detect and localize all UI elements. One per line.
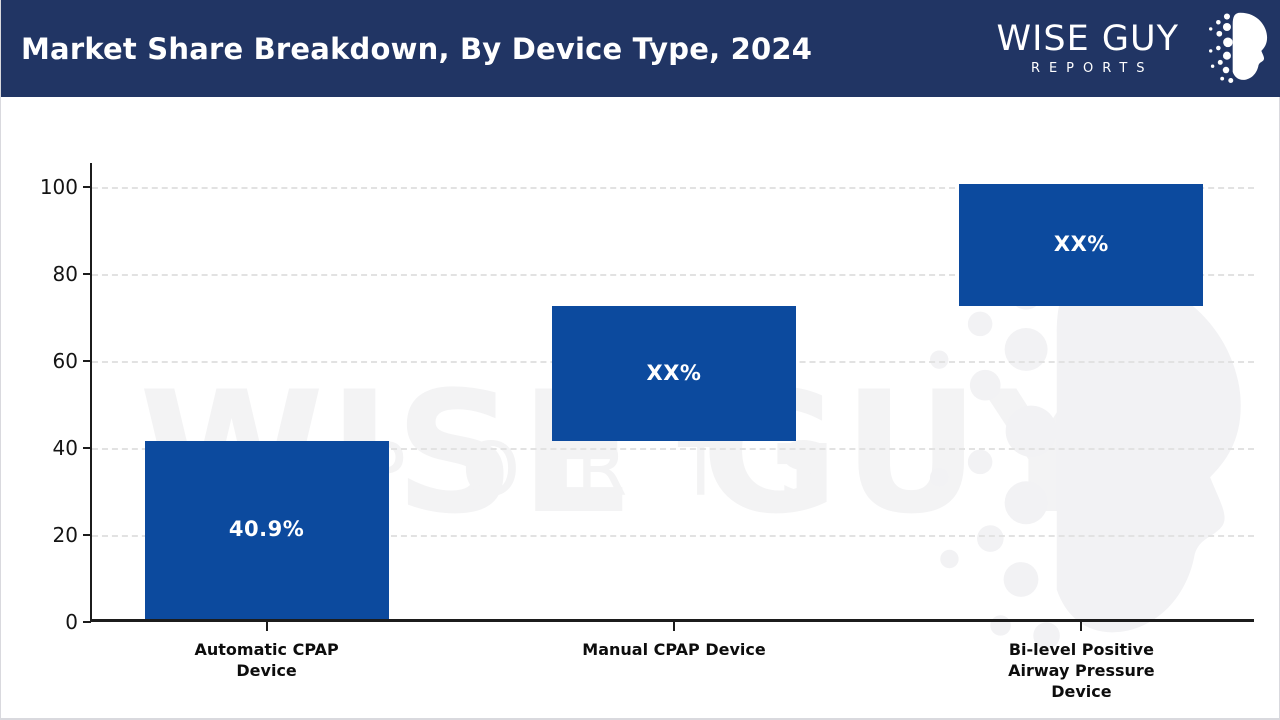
x-axis-category-label: Manual CPAP Device	[582, 640, 766, 659]
gridline-80	[92, 273, 1254, 276]
header: Market Share Breakdown, By Device Type, …	[1, 0, 1280, 97]
y-axis-tick-label: 80	[52, 261, 78, 286]
y-axis-tick-mark	[83, 621, 91, 623]
x-axis-category-label: Automatic CPAP Device	[194, 640, 339, 681]
gridline-40	[92, 447, 1254, 450]
bar-value-label: XX%	[1053, 231, 1109, 256]
bar-segment: XX%	[552, 305, 796, 442]
chart-region: WISE GUY REPORTS 0 20 40 60 80 100 40.9% Automa…	[1, 97, 1280, 717]
x-axis-tick-mark	[673, 622, 675, 631]
bar-value-label: XX%	[646, 360, 702, 385]
gridline-20	[92, 534, 1254, 537]
bar-segment: XX%	[959, 183, 1204, 306]
logo-wordmark: WISE GUY	[996, 18, 1179, 59]
y-axis-tick-mark	[83, 185, 91, 188]
wiseguy-logo: WISE GUY REPORTS	[996, 6, 1280, 92]
y-axis-tick-label: 20	[52, 522, 78, 547]
logo-subtitle: REPORTS	[1030, 60, 1154, 76]
y-axis-tick-label: 100	[39, 174, 78, 199]
logo-text: WISE GUY REPORTS	[996, 18, 1179, 76]
gridline-100	[92, 186, 1254, 189]
page-title: Market Share Breakdown, By Device Type, …	[21, 31, 813, 66]
x-axis-category-label: Bi-level Positive Airway Pressure Device	[1008, 640, 1155, 702]
y-axis-tick-label: 40	[52, 435, 78, 460]
plot-area: 0 20 40 60 80 100 40.9% Automatic CPAP Device XX…	[40, 163, 1254, 701]
y-axis-tick-mark	[83, 359, 91, 362]
y-axis-tick-label: 0	[65, 610, 78, 634]
bar-value-label: 40.9%	[228, 517, 305, 542]
y-axis-tick-label: 60	[52, 348, 78, 373]
y-axis-tick-mark	[83, 272, 91, 275]
y-axis-tick-mark	[83, 446, 91, 449]
x-axis-tick-mark	[1080, 622, 1083, 631]
bar-segment: 40.9%	[144, 441, 389, 619]
logo-face-icon	[1208, 12, 1268, 83]
x-axis-tick-mark	[265, 622, 268, 631]
y-axis-tick-mark	[83, 533, 91, 536]
